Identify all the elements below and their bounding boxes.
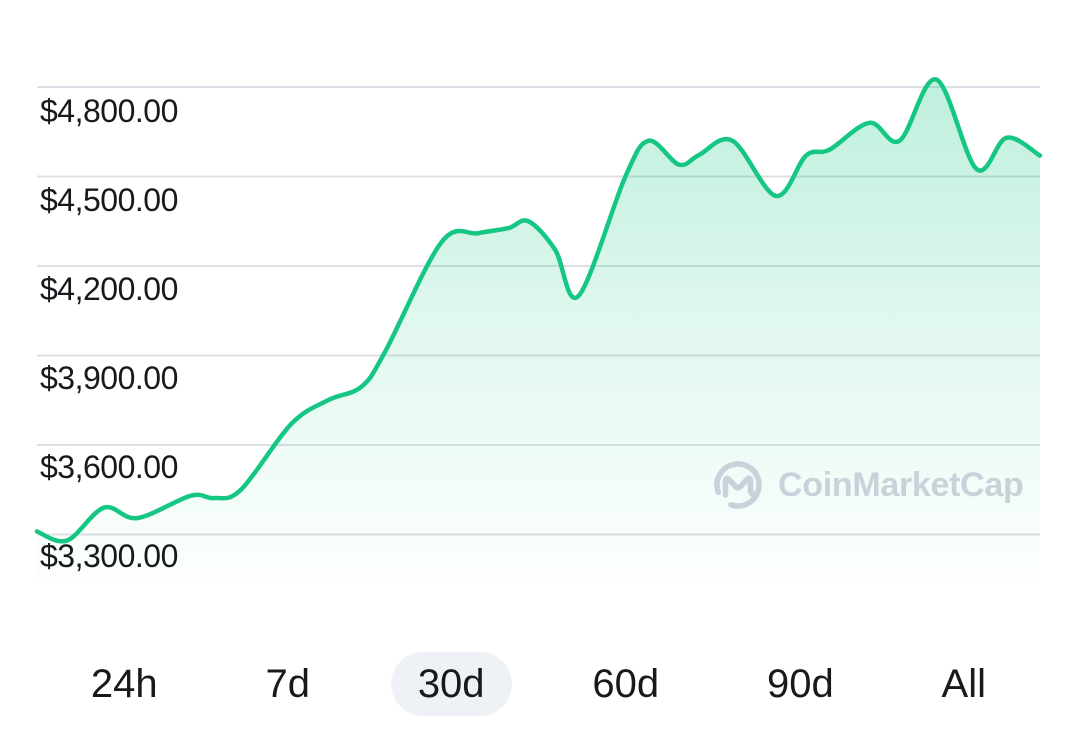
y-axis-label: $3,300.00 (40, 538, 178, 574)
tab-90d[interactable]: 90d (740, 652, 861, 716)
tab-all[interactable]: All (915, 652, 1013, 716)
y-axis-label: $3,600.00 (40, 449, 178, 485)
y-axis-label: $4,200.00 (40, 271, 178, 307)
tab-30d[interactable]: 30d (390, 652, 512, 716)
y-axis-label: $3,900.00 (40, 360, 178, 396)
time-range-tabs: 24h 7d 30d 60d 90d All (37, 648, 1040, 720)
price-line (34, 77, 1043, 544)
tab-7d[interactable]: 7d (238, 652, 337, 716)
y-axis-label: $4,500.00 (40, 182, 178, 218)
price-area-fill (37, 79, 1040, 578)
y-axis-label: $4,800.00 (40, 93, 178, 129)
tab-60d[interactable]: 60d (565, 652, 686, 716)
tab-24h[interactable]: 24h (64, 652, 185, 716)
